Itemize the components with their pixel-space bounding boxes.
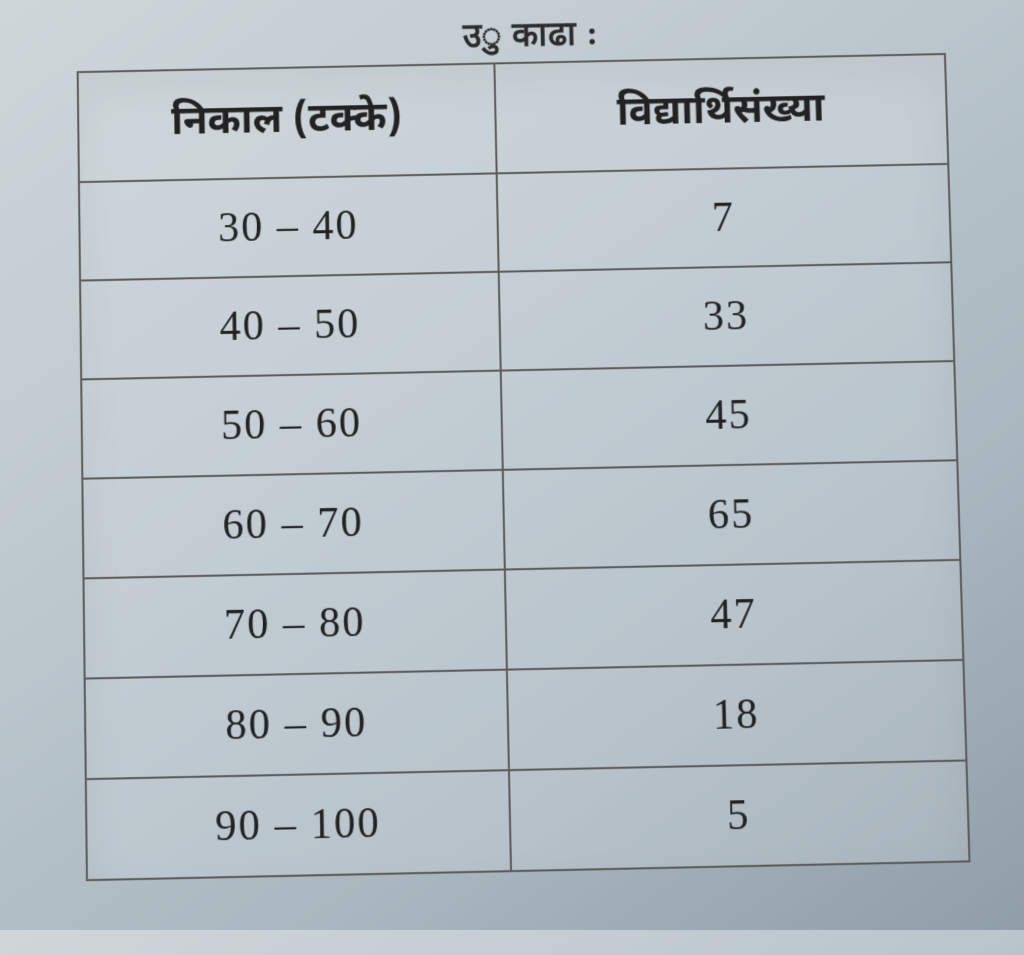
table-row: 40 – 50 33	[80, 262, 954, 379]
interval-cell: 60 – 70	[82, 470, 504, 579]
interval-cell: 70 – 80	[83, 570, 506, 679]
count-cell: 5	[509, 760, 970, 871]
interval-cell: 80 – 90	[85, 670, 509, 780]
interval-cell: 40 – 50	[80, 272, 500, 380]
table-row: 80 – 90 18	[85, 660, 967, 779]
table-row: 90 – 100 5	[86, 760, 970, 880]
table-row: 60 – 70 65	[82, 460, 960, 578]
count-cell: 18	[506, 660, 966, 770]
frequency-table: निकाल (टक्के) विद्यार्थिसंख्या 30 – 40 7…	[77, 53, 971, 881]
caption-fragment: उु काढा :	[462, 8, 599, 57]
count-cell: 45	[500, 361, 957, 470]
col-header-count: विद्यार्थिसंख्या	[494, 54, 948, 173]
table-header-row: निकाल (टक्के) विद्यार्थिसंख्या	[78, 54, 949, 182]
table-row: 70 – 80 47	[83, 560, 963, 679]
interval-cell: 90 – 100	[86, 770, 511, 880]
col-header-interval: निकाल (टक्के)	[78, 63, 497, 182]
interval-cell: 30 – 40	[79, 173, 498, 280]
count-cell: 47	[504, 560, 963, 670]
table-row: 50 – 60 45	[81, 361, 957, 479]
count-cell: 65	[502, 460, 960, 569]
table-row: 30 – 40 7	[79, 164, 951, 281]
count-cell: 33	[498, 262, 954, 370]
count-cell: 7	[496, 164, 951, 272]
interval-cell: 50 – 60	[81, 371, 502, 479]
